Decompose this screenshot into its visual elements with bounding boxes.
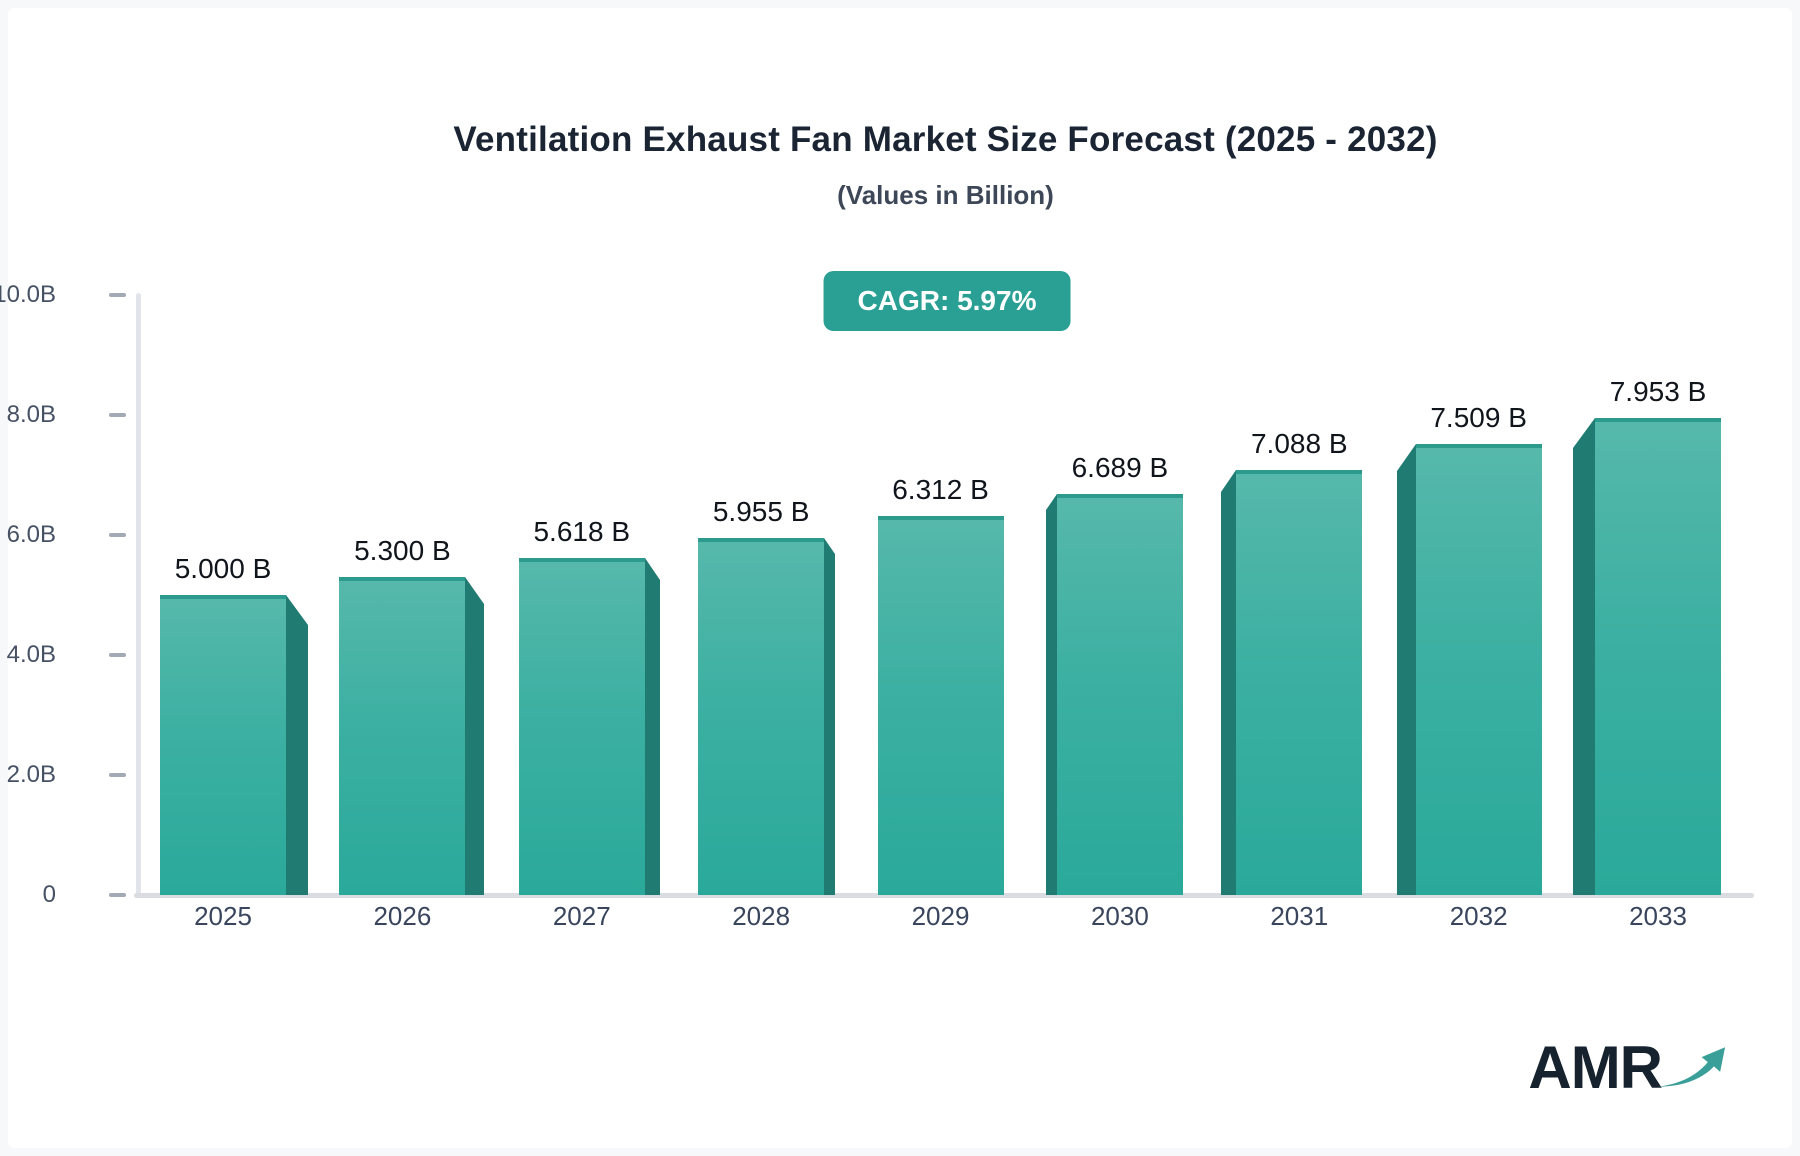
x-tick-label-2030: 2030: [1090, 901, 1149, 931]
x-tick-label-2026: 2026: [373, 901, 432, 931]
bar-side-2030: [1046, 494, 1057, 895]
bar-value-label-2031: 7.088 B: [1250, 428, 1348, 459]
bar-value-label-2029: 6.312 B: [892, 474, 989, 505]
cagr-badge: CAGR: 5.97%: [823, 271, 1071, 331]
x-tick-label-2025: 2025: [194, 901, 252, 931]
y-tick-label: 0: [42, 881, 56, 908]
bar-side-2026: [465, 577, 484, 895]
bar-side-2032: [1397, 444, 1416, 895]
y-tick-10.0B: 10.0B: [0, 280, 138, 310]
x-tick-label-2027: 2027: [552, 901, 611, 931]
bar-side-2027: [645, 558, 660, 895]
bar-2026: [339, 577, 465, 895]
bar-side-2025: [286, 595, 308, 895]
x-tick-label-2029: 2029: [911, 901, 970, 931]
bar-value-label-2033: 7.953 B: [1609, 376, 1707, 407]
bar-value-label-2027: 5.618 B: [533, 516, 631, 547]
x-tick-label-2032: 2032: [1449, 901, 1508, 931]
bar-2030: [1057, 494, 1183, 895]
y-tick-label: 6.0B: [6, 521, 56, 548]
x-tick-label-2028: 2028: [732, 901, 791, 931]
y-tick-0: 0: [8, 880, 138, 910]
x-tick-label-2033: 2033: [1629, 901, 1687, 931]
bar-value-label-2030: 6.689 B: [1071, 452, 1169, 483]
bar-value-label-2028: 5.955 B: [712, 496, 810, 527]
y-tick-mark: [109, 533, 126, 537]
bar-2028: [698, 538, 824, 895]
bar-2029: [878, 516, 1004, 895]
bar-2025: [160, 595, 286, 895]
amr-logo-text: AMR: [1528, 1034, 1663, 1101]
bar-side-2028: [824, 538, 835, 895]
y-axis-line: [136, 293, 141, 897]
y-tick-mark: [109, 653, 126, 657]
amr-logo: AMR: [1528, 1038, 1730, 1098]
growth-arrow-icon: [1657, 1047, 1726, 1087]
y-tick-mark: [109, 413, 126, 417]
y-tick-mark: [109, 773, 126, 777]
y-tick-label: 4.0B: [6, 641, 56, 668]
chart-card: Ventilation Exhaust Fan Market Size Fore…: [0, 8, 1792, 1148]
bar-2027: [519, 558, 645, 895]
y-tick-label: 8.0B: [6, 401, 56, 428]
bar-side-2033: [1573, 418, 1595, 895]
x-tick-label-2031: 2031: [1270, 901, 1329, 931]
bar-2031: [1236, 470, 1362, 895]
bar-2033: [1595, 418, 1721, 895]
bar-value-label-2032: 7.509 B: [1430, 402, 1527, 433]
bar-2032: [1416, 444, 1542, 895]
y-tick-6.0B: 6.0B: [7, 520, 138, 550]
y-tick-label: 2.0B: [6, 761, 56, 788]
bar-value-label-2026: 5.300 B: [354, 535, 451, 566]
y-tick-2.0B: 2.0B: [7, 760, 138, 790]
x-axis-baseline: [134, 893, 1754, 898]
chart-title: Ventilation Exhaust Fan Market Size Fore…: [453, 120, 1438, 159]
bar-side-2031: [1221, 470, 1236, 895]
y-tick-8.0B: 8.0B: [7, 400, 138, 430]
y-tick-mark: [109, 893, 126, 897]
bar-value-label-2025: 5.000 B: [174, 553, 272, 584]
y-tick-mark: [109, 293, 126, 297]
y-tick-4.0B: 4.0B: [7, 640, 138, 670]
chart-subtitle: (Values in Billion): [837, 180, 1054, 210]
y-tick-label: 10.0B: [0, 281, 56, 308]
